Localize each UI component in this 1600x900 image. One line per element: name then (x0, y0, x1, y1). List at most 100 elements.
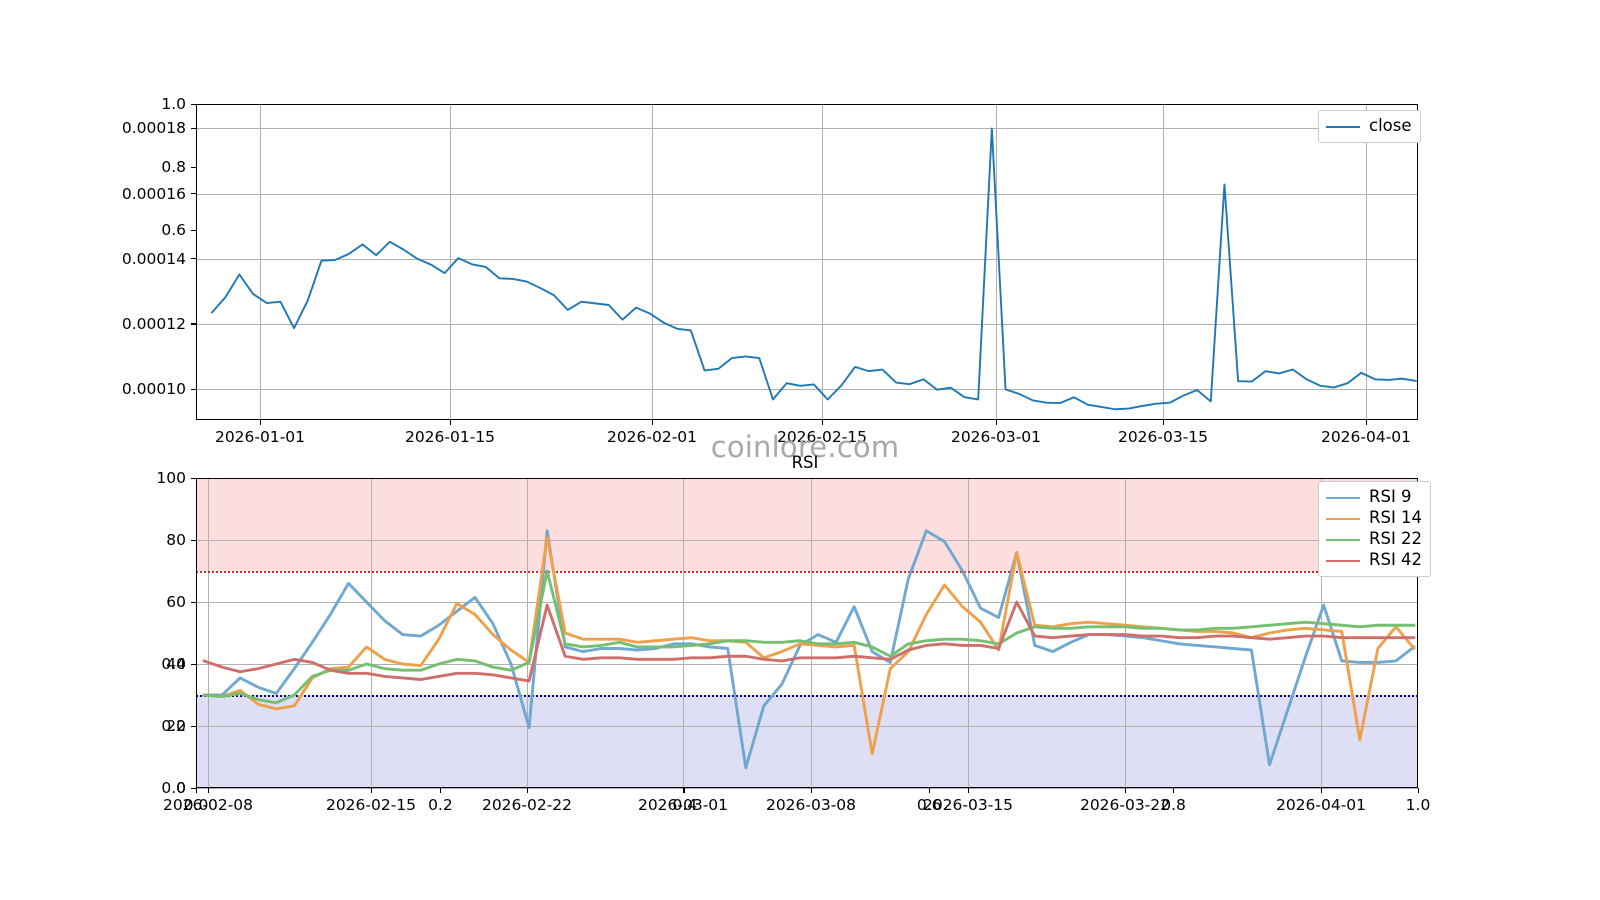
rsi-x-tick-label-overlay: 0.6 (916, 796, 942, 814)
price-legend[interactable]: close (1318, 110, 1421, 143)
price-x-tick-label: 2026-04-01 (1320, 428, 1412, 446)
rsi-x-tickmark-overlay (928, 788, 930, 793)
price-x-tick-label: 2026-03-01 (950, 428, 1042, 446)
rsi-x-tick-label: 2026-02-22 (481, 796, 573, 814)
rsi-legend[interactable]: RSI 9 RSI 14 RSI 22 RSI 42 (1318, 481, 1432, 577)
rsi-y-tickmark-overlay (191, 725, 196, 727)
watermark: coinlore.com (710, 430, 900, 464)
rsi-y-tick-label: 40 (166, 655, 186, 673)
price-y-tick-label-overlay: 0.6 (161, 221, 186, 240)
rsi-y-tick-label: 60 (166, 593, 186, 611)
legend-label: RSI 14 (1369, 508, 1423, 528)
rsi-x-tick-label: 2026-03-01 (637, 796, 729, 814)
rsi-x-tickmark-overlay (195, 788, 197, 793)
rsi-x-tick-label: 2026-03-22 (1079, 796, 1171, 814)
rsi-x-tick-label-overlay: 0.4 (672, 796, 698, 814)
price-y-tickmark-overlay (191, 229, 196, 232)
rsi-x-tickmark-overlay (684, 788, 686, 793)
legend-item[interactable]: RSI 22 (1326, 529, 1422, 550)
legend-label: RSI 22 (1369, 529, 1423, 549)
price-panel (196, 104, 1418, 420)
price-x-tick-label: 2026-02-01 (606, 428, 698, 446)
legend-label: close (1369, 116, 1412, 136)
legend-item[interactable]: RSI 9 (1326, 487, 1422, 508)
price-x-tick-label: 2026-03-15 (1117, 428, 1209, 446)
rsi-x-tick-label: 2026-02-08 (162, 796, 254, 814)
rsi-x-tickmark-overlay (1417, 788, 1419, 793)
price-y-tickmark-overlay (191, 166, 196, 168)
price-y-tickmark-overlay (191, 103, 196, 105)
rsi-threshold-line-overbought (196, 571, 1418, 573)
rsi-y-tickmark (191, 601, 196, 603)
rsi-x-tickmark (682, 788, 684, 793)
rsi-x-tick-label: 2026-03-15 (922, 796, 1014, 814)
price-x-tickmark (995, 420, 997, 425)
legend-item[interactable]: close (1326, 116, 1412, 137)
rsi-panel (196, 478, 1418, 789)
price-y-tickmark (191, 127, 196, 130)
price-y-tick-label: 0.00018 (121, 119, 186, 138)
price-y-tick-label: 0.00012 (121, 314, 186, 333)
legend-item[interactable]: RSI 42 (1326, 550, 1422, 571)
legend-line-icon (1326, 496, 1360, 499)
rsi-y-tick-label: 0 (176, 779, 186, 797)
rsi-x-tick-label: 2026-04-01 (1275, 796, 1367, 814)
price-x-tickmark (821, 420, 823, 425)
price-x-tickmark (1365, 420, 1367, 425)
price-y-tick-label: 0.00016 (121, 184, 186, 203)
rsi-x-tickmark (1320, 788, 1322, 793)
rsi-y-tick-label-overlay: 0.0 (161, 779, 186, 797)
rsi-y-tickmark-overlay (191, 787, 196, 789)
rsi-x-tick-label-overlay: 0.2 (428, 796, 453, 814)
price-y-tickmark (191, 388, 196, 390)
price-y-tick-label-overlay: 1.0 (161, 95, 186, 113)
price-x-tick-label: 2026-01-15 (404, 428, 496, 446)
price-y-tick-label: 0.00014 (121, 249, 186, 268)
legend-line-icon (1326, 538, 1360, 541)
legend-line-icon (1326, 125, 1360, 128)
rsi-line-series (202, 529, 1416, 770)
rsi-x-tick-label-overlay: 0.0 (183, 796, 209, 814)
rsi-x-tick-label: 2026-02-15 (325, 796, 417, 814)
price-y-tickmark (191, 193, 196, 195)
price-x-tickmark (1162, 420, 1164, 425)
price-x-tickmark (449, 420, 451, 425)
legend-label: RSI 42 (1369, 550, 1423, 570)
price-x-tick-label: 2026-01-01 (214, 428, 306, 446)
price-line-series (211, 127, 1417, 411)
legend-item[interactable]: RSI 14 (1326, 508, 1422, 529)
rsi-y-tick-label-overlay: 0.2 (161, 717, 186, 735)
rsi-y-tick-label: 100 (156, 469, 186, 487)
rsi-threshold-line-oversold (196, 695, 1418, 697)
price-x-tickmark (259, 420, 261, 425)
rsi-panel-title: RSI (791, 453, 819, 472)
price-y-tickmark (191, 258, 196, 260)
rsi-x-tick-label: 2026-03-08 (765, 796, 857, 814)
rsi-x-tickmark (526, 788, 528, 793)
rsi-x-tickmark (810, 788, 812, 793)
rsi-x-tick-label-overlay: 0.8 (1161, 796, 1186, 814)
rsi-threshold-band (196, 695, 1418, 788)
legend-line-icon (1326, 559, 1360, 562)
rsi-y-tick-label-overlay: 0.4 (161, 655, 186, 673)
legend-line-icon (1326, 517, 1360, 520)
price-y-tickmark (191, 323, 196, 325)
rsi-x-tickmark (967, 788, 969, 793)
rsi-x-tickmark-overlay (1173, 788, 1175, 793)
rsi-x-tickmark-overlay (439, 788, 442, 793)
rsi-threshold-band (196, 478, 1418, 571)
price-x-tickmark (651, 420, 653, 425)
rsi-x-tick-label-overlay: 1.0 (1405, 796, 1431, 814)
rsi-y-tickmark (191, 477, 196, 479)
price-x-tick-label: 2026-02-15 (776, 428, 868, 446)
rsi-x-tickmark (1124, 788, 1126, 793)
legend-label: RSI 9 (1369, 487, 1412, 507)
rsi-x-tickmark (370, 788, 372, 793)
rsi-y-tickmark-overlay (191, 663, 196, 665)
price-y-tick-label-overlay: 0.8 (161, 158, 186, 177)
price-y-tick-label: 0.00010 (121, 380, 186, 399)
rsi-y-tick-label: 20 (166, 717, 186, 735)
rsi-y-tick-label: 80 (166, 531, 186, 549)
rsi-x-tickmark (207, 788, 209, 793)
